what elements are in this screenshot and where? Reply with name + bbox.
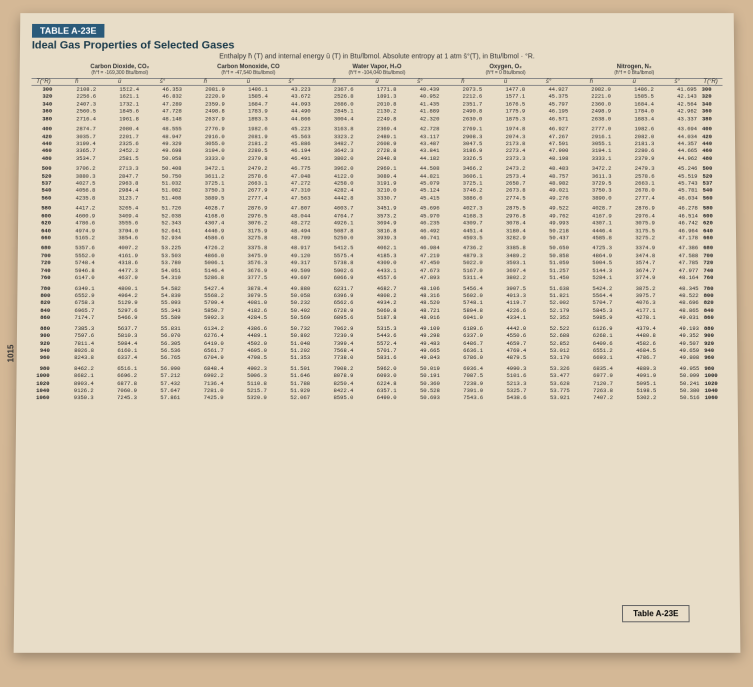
table-row: 6805357.64007.253.2254726.23375.848.9175… [29, 245, 723, 252]
table-row: 9808462.26516.156.9906848.44902.351.5017… [28, 365, 725, 372]
table-row: 7205748.44318.653.7805006.13576.349.3175… [29, 259, 724, 266]
table-row: 6404974.93704.052.6414446.93175.948.4945… [29, 227, 723, 234]
table-row: 3202256.61621.146.8322220.91585.443.6722… [31, 93, 722, 100]
table-row: 4203035.72201.748.9472916.02081.945.5633… [30, 133, 722, 140]
page-number: 1015 [6, 344, 15, 362]
table-row: 8607174.75466.955.5895992.34284.550.5696… [29, 314, 725, 321]
table-row: 7606147.04637.954.3195286.83777.549.6976… [29, 274, 724, 281]
gas-header: Carbon Dioxide, CO₂(h̄°f = -169,300 Btu/… [55, 62, 184, 78]
table-row: 9207811.45984.456.3056419.04592.051.0487… [28, 339, 724, 346]
table-row: 5804417.23265.451.7264028.72876.947.8074… [30, 205, 724, 212]
table-row: 5604235.83123.751.4083889.52777.447.5634… [30, 195, 723, 202]
page-title: Ideal Gas Properties of Selected Gases [31, 40, 721, 52]
table-row: 10208903.46877.857.4327136.45110.851.788… [28, 380, 725, 387]
table-row: 6605165.23854.652.9344586.63275.848.7095… [29, 234, 723, 241]
table-row: 3802716.41961.848.1482637.91883.344.8663… [31, 115, 723, 122]
table-row: 8206758.35129.955.0935709.44081.050.2326… [29, 299, 725, 306]
column-labels: T(°R) h̄ūs̄°h̄ūs̄°h̄ūs̄°h̄ūs̄°h̄ūs̄° T(°… [31, 79, 722, 86]
table-row: 5203880.32847.750.7503611.22578.647.0484… [30, 172, 723, 179]
table-row: 10008682.16696.257.2126992.25006.351.646… [28, 372, 725, 379]
gas-header: Nitrogen, N₂(h̄°f = 0 Btu/lbmol) [569, 62, 698, 78]
table-row: 8406965.75297.655.3435850.74182.650.4026… [29, 307, 725, 314]
table-row: 4803534.72581.550.0583333.02379.846.4913… [30, 155, 723, 162]
gas-header: Carbon Monoxide, CO(h̄°f = -47,540 Btu/l… [184, 62, 313, 78]
table-row: 7806349.14800.154.5825427.43878.449.8806… [29, 285, 724, 292]
table-row: 3002108.21512.446.3532081.91486.143.2232… [31, 86, 722, 93]
table-row: 5374027.52963.851.0323725.12663.147.2724… [30, 180, 723, 187]
table-row: 4403199.42325.649.3293055.02181.245.8863… [30, 140, 722, 147]
table-row: 5003706.22713.350.4083472.12479.246.7753… [30, 165, 723, 172]
table-row: 3402407.31732.147.2892359.91684.744.0932… [31, 101, 723, 108]
table-row: 9408026.86160.156.5366561.74695.051.2027… [28, 347, 724, 354]
table-label: TABLE A-23E [31, 24, 104, 38]
footer-label: Table A-23E [622, 605, 690, 622]
table-row: 8006552.94964.254.8395568.23979.550.0586… [29, 292, 724, 299]
table-row: 9608243.86337.456.7656704.94798.551.3537… [28, 354, 725, 361]
enthalpy-note: Enthalpy h̄ (T) and internal energy ū (T… [31, 53, 722, 60]
gas-header: Water Vapor, H₂O(h̄°f = -104,040 Btu/lbm… [312, 62, 441, 78]
table-row: 4002874.72080.448.5552776.91982.645.2233… [30, 125, 722, 132]
table-row: 4603365.72452.249.6983194.02280.546.1943… [30, 147, 722, 154]
table-row: 7405946.84477.354.0515146.43676.949.5095… [29, 267, 724, 274]
table-row: 3602560.51845.647.7282498.81783.944.4902… [31, 108, 723, 115]
table-row: 7005552.04161.953.5034866.03475.949.1205… [29, 252, 724, 259]
table-row: 6204786.63555.652.3434307.43076.248.2724… [30, 220, 724, 227]
table-row: 10609350.37245.357.8617425.95320.952.067… [28, 395, 725, 402]
data-table: 3002108.21512.446.3532081.91486.143.2232… [28, 86, 725, 402]
table-row: 5404056.82984.451.0823750.32677.947.3104… [30, 187, 723, 194]
table-row: 9007597.65810.356.0706276.44489.150.8927… [28, 332, 724, 339]
table-row: 10409126.27060.957.6477281.05215.751.929… [28, 387, 725, 394]
gas-header-row: Carbon Dioxide, CO₂(h̄°f = -169,300 Btu/… [31, 62, 722, 79]
table-row: 8807385.35637.755.8316134.24386.650.7327… [28, 325, 724, 332]
gas-header: Oxygen, O₂(h̄°f = 0 Btu/lbmol) [441, 62, 570, 78]
table-row: 6004600.93409.452.0384168.02976.548.0444… [30, 212, 724, 219]
